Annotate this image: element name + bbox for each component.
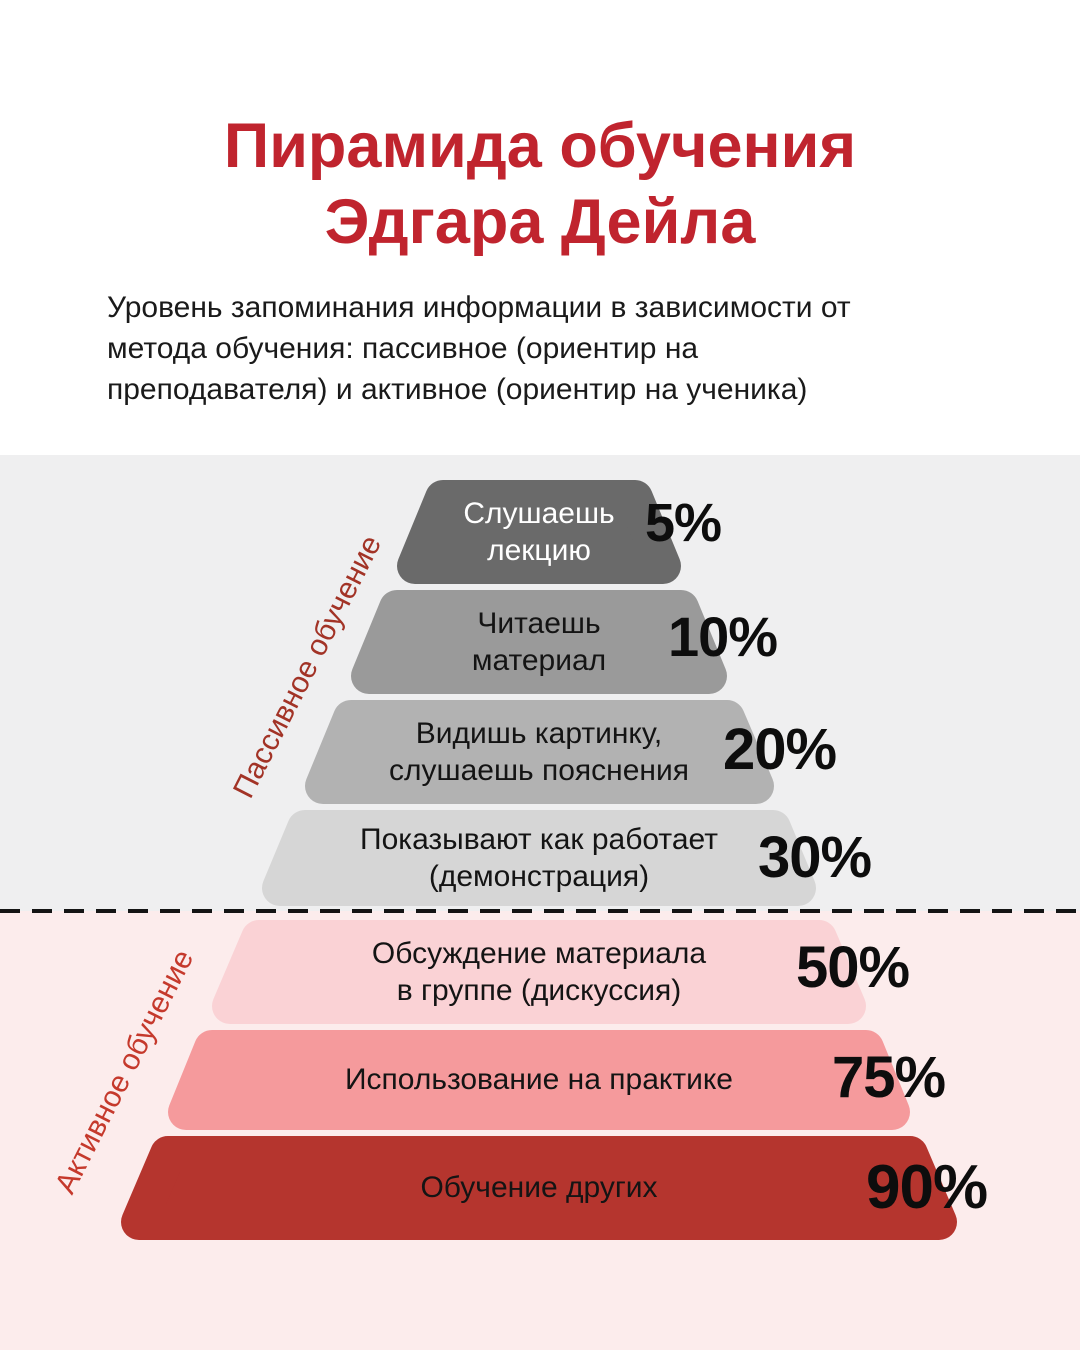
pyramid-level-4-shape <box>262 810 816 906</box>
level-1-label-line-1: Слушаешь <box>463 497 615 530</box>
pyramid-level-4-label: Показывают как работает (демонстрация) <box>319 821 759 895</box>
level-4-percent: 30% <box>758 825 872 890</box>
pyramid-level-6-shape <box>168 1030 910 1130</box>
pyramid-level-5-shape <box>212 920 866 1024</box>
passive-active-divider-dashed-line <box>0 909 1080 913</box>
level-4-label-line-1: Показывают как работает <box>360 823 718 856</box>
page-title-line1: Пирамида обучения <box>223 111 857 181</box>
subtitle-line-2: метода обучения: пассивное (ориентир на <box>107 332 699 365</box>
level-5-label-line-2: в группе (дискуссия) <box>396 974 682 1007</box>
pyramid-level-3-label: Видишь картинку, слушаешь пояснения <box>359 715 719 789</box>
subtitle-line-3: преподавателя) и активное (ориентир на у… <box>107 373 808 406</box>
level-7-percent: 90% <box>866 1153 988 1222</box>
level-5-percent: 50% <box>796 935 910 1000</box>
pyramid-level-7-label: Обучение других <box>289 1169 789 1206</box>
pyramid-level-1-label: Слушаешь лекцию <box>409 495 669 569</box>
pyramid-level-3-shape <box>305 700 774 804</box>
pyramid-level-2-shape <box>351 590 727 694</box>
page-subtitle: Уровень запоминания информации в зависим… <box>107 287 987 410</box>
pyramid-level-6-label: Использование на практике <box>239 1061 839 1098</box>
level-1-label-line-2: лекцию <box>487 534 591 567</box>
page-title: Пирамида обучения Эдгара Дейла <box>0 108 1080 260</box>
pyramid-level-7-shape <box>121 1136 957 1240</box>
level-7-label-line-1: Обучение других <box>420 1171 658 1204</box>
level-6-percent: 75% <box>832 1045 946 1110</box>
subtitle-line-1: Уровень запоминания информации в зависим… <box>107 291 851 324</box>
pyramid-level-2-label: Читаешь материал <box>409 605 669 679</box>
level-3-label-line-1: Видишь картинку, <box>415 717 663 750</box>
pyramid-level-1-shape <box>397 480 681 584</box>
page-title-line2: Эдгара Дейла <box>324 187 756 257</box>
level-4-label-line-2: (демонстрация) <box>428 860 650 893</box>
level-1-percent: 5% <box>645 493 722 553</box>
pyramid-level-5-label: Обсуждение материала в группе (дискуссия… <box>329 935 749 1009</box>
level-2-percent: 10% <box>668 605 778 668</box>
level-3-label-line-2: слушаешь пояснения <box>389 754 689 787</box>
level-5-label-line-1: Обсуждение материала <box>371 937 707 970</box>
level-3-percent: 20% <box>723 717 837 782</box>
level-2-label-line-2: материал <box>471 644 607 677</box>
level-6-label-line-1: Использование на практике <box>344 1063 733 1096</box>
level-2-label-line-1: Читаешь <box>477 607 601 640</box>
